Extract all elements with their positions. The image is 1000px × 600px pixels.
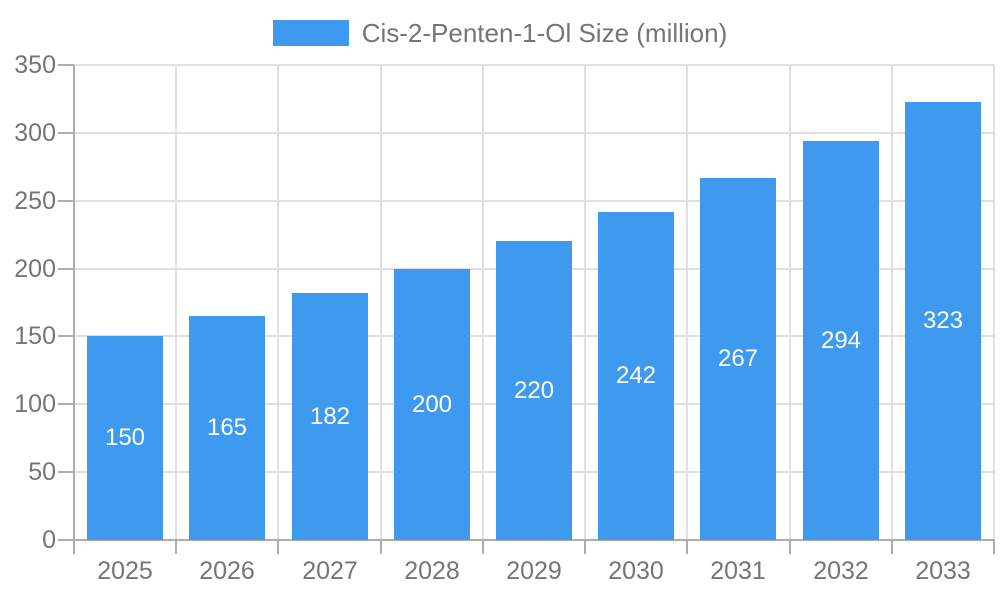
bar-value-label: 267 [717,345,759,372]
y-axis-tick [58,403,74,405]
bar-value-label: 165 [206,414,248,441]
x-gridline [482,65,484,540]
legend-label: Cis-2-Penten-1-Ol Size (million) [361,17,728,48]
y-tick-label: 200 [14,255,56,283]
x-axis-tick [891,540,893,554]
y-axis-tick [58,335,74,337]
bar-2033[interactable]: 323 [905,102,981,540]
legend[interactable]: Cis-2-Penten-1-Ol Size (million) [0,14,1000,52]
x-gridline [380,65,382,540]
x-gridline [584,65,586,540]
x-gridline [891,65,893,540]
bar-2025[interactable]: 150 [87,336,163,540]
x-gridline [277,65,279,540]
bar-2031[interactable]: 267 [700,178,776,540]
bar-value-label: 182 [309,402,351,430]
y-tick-label: 50 [28,458,56,486]
bar-value-label: 242 [615,362,657,389]
bar-value-label: 150 [104,424,146,451]
x-tick-label: 2033 [915,557,971,585]
y-axis-tick [58,200,74,202]
y-axis-tick [58,539,74,541]
bar-2028[interactable]: 200 [394,269,470,540]
y-axis-tick [58,64,74,66]
x-gridline [175,65,177,540]
legend-swatch-icon [272,20,349,46]
bar-2030[interactable]: 242 [598,212,674,540]
x-tick-label: 2030 [608,557,664,585]
x-axis-tick [175,540,177,554]
y-axis-tick [58,471,74,473]
x-gridline [993,65,995,540]
x-axis-tick [686,540,688,554]
bar-2027[interactable]: 182 [292,293,368,540]
bar-2032[interactable]: 294 [803,141,879,540]
x-axis-line [73,539,995,541]
x-axis-tick [277,540,279,554]
x-tick-label: 2026 [199,557,255,585]
y-tick-label: 100 [14,390,56,418]
y-axis-tick [58,268,74,270]
y-tick-label: 250 [14,187,56,215]
x-axis-tick [993,540,995,554]
x-tick-label: 2025 [97,557,153,585]
y-axis-line [73,65,75,554]
bar-value-label: 323 [922,307,964,334]
bar-value-label: 294 [820,326,862,354]
y-gridline [74,200,994,202]
y-axis-tick [58,132,74,134]
bar-value-label: 200 [411,390,453,418]
x-axis-tick [380,540,382,554]
y-gridline [74,64,994,66]
bar-value-label: 220 [513,376,555,404]
x-gridline [686,65,688,540]
x-axis-tick [584,540,586,554]
y-tick-label: 0 [42,526,56,554]
x-tick-label: 2032 [813,557,869,585]
bar-2026[interactable]: 165 [189,316,265,540]
y-tick-label: 350 [14,51,56,79]
x-tick-label: 2029 [506,557,562,585]
x-tick-label: 2028 [404,557,460,585]
x-tick-label: 2031 [710,557,766,585]
y-tick-label: 150 [14,322,56,350]
bar-2029[interactable]: 220 [496,241,572,540]
y-tick-label: 300 [14,119,56,147]
x-gridline [789,65,791,540]
x-tick-label: 2027 [302,557,358,585]
x-axis-tick [789,540,791,554]
y-gridline [74,132,994,134]
x-axis-tick [482,540,484,554]
